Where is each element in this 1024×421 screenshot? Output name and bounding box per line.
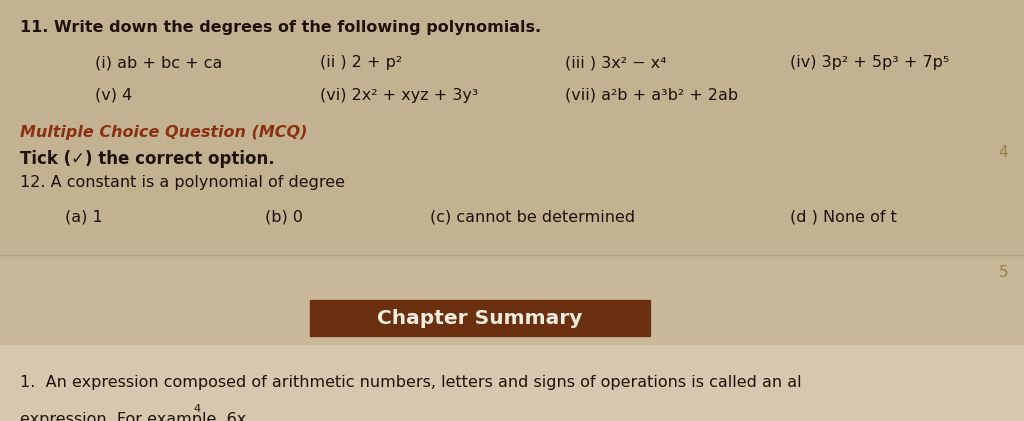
Text: Tick (✓) the correct option.: Tick (✓) the correct option. [20, 150, 274, 168]
Text: (vii) a²b + a³b² + 2ab: (vii) a²b + a³b² + 2ab [565, 88, 738, 103]
Text: (i) ab + bc + ca: (i) ab + bc + ca [95, 55, 222, 70]
FancyBboxPatch shape [310, 300, 650, 336]
Bar [0, 0, 1024, 260]
Text: 11. Write down the degrees of the following polynomials.: 11. Write down the degrees of the follow… [20, 20, 541, 35]
Text: expression. For example, 6x: expression. For example, 6x [20, 412, 246, 421]
Text: (d ) None of t: (d ) None of t [790, 210, 897, 225]
Text: (vi) 2x² + xyz + 3y³: (vi) 2x² + xyz + 3y³ [319, 88, 478, 103]
Text: 5: 5 [998, 265, 1008, 280]
Text: Multiple Choice Question (MCQ): Multiple Choice Question (MCQ) [20, 125, 307, 140]
Text: 12. A constant is a polynomial of degree: 12. A constant is a polynomial of degree [20, 175, 345, 190]
Text: 1.  An expression composed of arithmetic numbers, letters and signs of operation: 1. An expression composed of arithmetic … [20, 375, 802, 390]
Text: (a) 1: (a) 1 [65, 210, 102, 225]
Text: 4: 4 [193, 404, 200, 414]
Bar [0, 260, 1024, 360]
Text: (iii ) 3x² − x⁴: (iii ) 3x² − x⁴ [565, 55, 667, 70]
Text: (iv) 3p² + 5p³ + 7p⁵: (iv) 3p² + 5p³ + 7p⁵ [790, 55, 949, 70]
Text: (c) cannot be determined: (c) cannot be determined [430, 210, 635, 225]
Bar [0, 345, 1024, 421]
Text: (ii ) 2 + p²: (ii ) 2 + p² [319, 55, 402, 70]
Text: (b) 0: (b) 0 [265, 210, 303, 225]
Text: 4: 4 [998, 145, 1008, 160]
Text: (v) 4: (v) 4 [95, 88, 132, 103]
Text: Chapter Summary: Chapter Summary [377, 309, 583, 328]
